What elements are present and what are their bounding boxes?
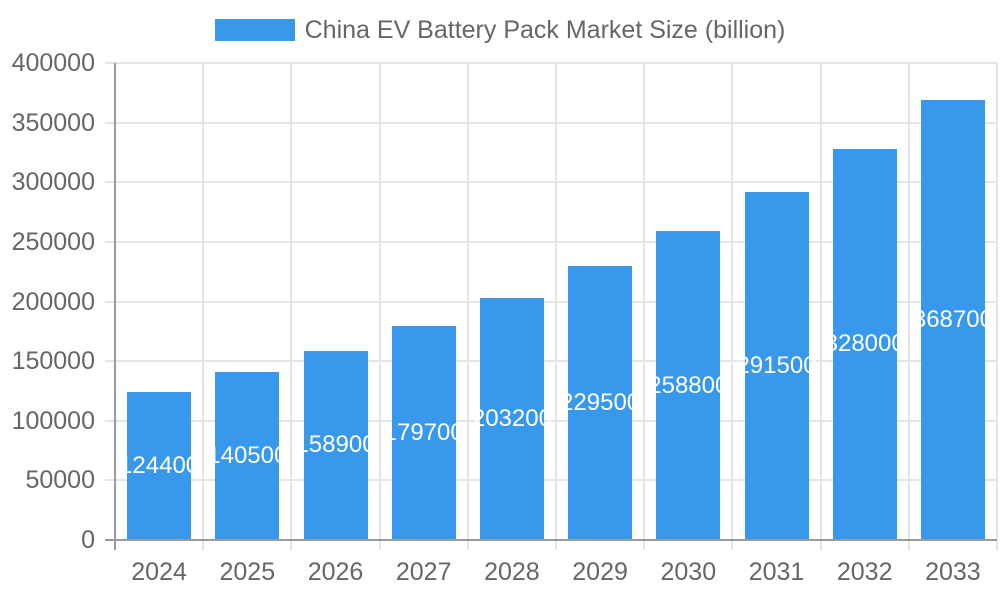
bar-2024[interactable]: 124400 [119, 391, 199, 540]
bar-2031[interactable]: 291500 [736, 192, 817, 540]
y-tick-label: 400000 [11, 49, 95, 77]
gridline-horizontal [105, 62, 997, 64]
legend-label: China EV Battery Pack Market Size (billi… [304, 16, 786, 44]
x-tick-label: 2029 [572, 558, 628, 586]
gridline-horizontal [105, 121, 997, 124]
y-tick-label: 0 [81, 526, 95, 554]
bar-value-label: 229500 [560, 389, 641, 417]
gridline-vertical [202, 63, 205, 550]
y-tick-label: 150000 [11, 347, 95, 376]
gridline-horizontal [105, 479, 997, 482]
bar-2026[interactable]: 158900 [295, 350, 376, 540]
bar-2033[interactable]: 368700 [913, 100, 993, 540]
x-tick-label: 2025 [219, 558, 276, 586]
gridline-vertical [466, 63, 469, 550]
gridline-vertical [555, 63, 557, 550]
gridline-vertical [290, 63, 293, 550]
gridline-vertical [819, 63, 822, 550]
bar-value-label: 258800 [648, 371, 729, 399]
bar-value-label: 291500 [736, 352, 817, 380]
y-tick-label: 250000 [11, 227, 95, 256]
gridline-horizontal [105, 419, 997, 422]
x-tick-label: 2027 [395, 558, 452, 586]
x-tick-label: 2033 [925, 558, 981, 586]
y-tick-label: 350000 [11, 108, 95, 137]
y-tick-label: 200000 [11, 287, 95, 316]
legend-swatch-icon [214, 19, 295, 41]
x-tick-label: 2031 [748, 558, 805, 586]
x-tick-label: 2028 [484, 558, 540, 586]
legend[interactable]: China EV Battery Pack Market Size (billi… [0, 16, 1000, 44]
gridline-vertical [907, 63, 910, 550]
bar-value-label: 158900 [295, 431, 376, 459]
bar-value-label: 328000 [824, 330, 905, 358]
gridline-horizontal [105, 181, 997, 184]
x-tick-label: 2024 [131, 558, 187, 586]
x-tick-label: 2032 [836, 558, 893, 586]
gridline-vertical [643, 63, 646, 550]
y-tick-label: 300000 [11, 168, 95, 197]
x-axis-line [105, 539, 997, 541]
bar-value-label: 203200 [471, 404, 552, 432]
bar-value-label: 140500 [207, 442, 288, 470]
gridline-horizontal [105, 300, 997, 303]
gridline-vertical [996, 63, 998, 550]
x-tick-label: 2030 [660, 558, 717, 586]
bar-2028[interactable]: 203200 [472, 297, 552, 540]
bar-value-label: 179700 [383, 418, 464, 446]
bar-2029[interactable]: 229500 [560, 266, 640, 540]
bar-2030[interactable]: 258800 [648, 231, 728, 540]
gridline-vertical [731, 63, 734, 550]
y-tick-label: 100000 [11, 406, 95, 435]
y-axis-line [114, 63, 116, 550]
gridline-horizontal [105, 360, 997, 363]
gridline-vertical [378, 63, 381, 550]
bar-2032[interactable]: 328000 [825, 148, 905, 540]
y-tick-label: 50000 [25, 466, 95, 495]
bar-2025[interactable]: 140500 [207, 372, 287, 540]
x-tick-label: 2026 [307, 558, 364, 586]
bar-2027[interactable]: 179700 [384, 325, 464, 540]
gridline-horizontal [105, 240, 997, 243]
bar-value-label: 124400 [119, 451, 200, 479]
bar-value-label: 368700 [912, 306, 993, 334]
